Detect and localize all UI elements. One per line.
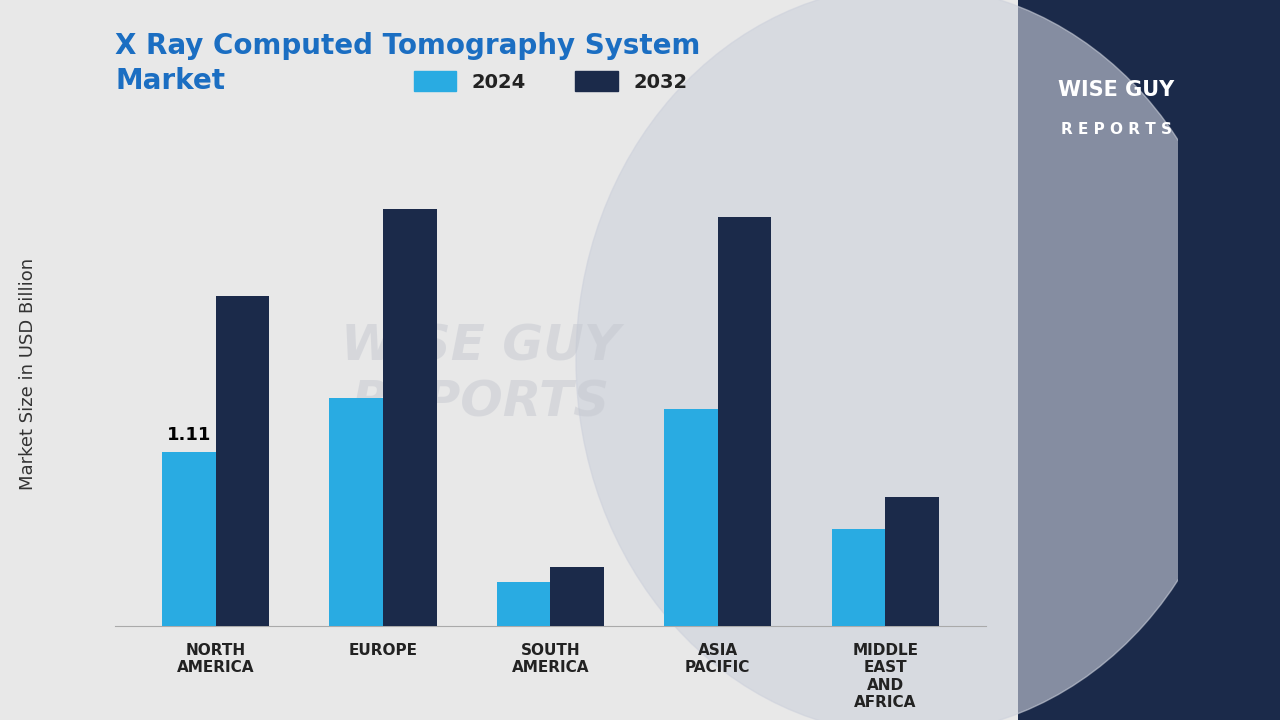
Legend: 2024, 2032: 2024, 2032 xyxy=(404,62,696,102)
Text: X Ray Computed Tomography System
Market: X Ray Computed Tomography System Market xyxy=(115,32,700,95)
Bar xyxy=(215,296,269,626)
Text: WISE GUY: WISE GUY xyxy=(1059,80,1174,100)
Bar xyxy=(832,528,886,626)
Bar xyxy=(383,209,436,626)
Text: WISE GUY
REPORTS: WISE GUY REPORTS xyxy=(342,323,621,426)
Text: 1.11: 1.11 xyxy=(166,426,211,444)
Bar xyxy=(664,409,718,626)
Circle shape xyxy=(576,0,1242,720)
Bar xyxy=(497,582,550,626)
Text: R E P O R T S: R E P O R T S xyxy=(1061,122,1171,137)
Text: Market Size in USD Billion: Market Size in USD Billion xyxy=(19,258,37,490)
Bar xyxy=(329,398,383,626)
Bar xyxy=(550,567,604,626)
Bar xyxy=(163,451,215,626)
Bar xyxy=(718,217,772,626)
Bar xyxy=(886,498,938,626)
